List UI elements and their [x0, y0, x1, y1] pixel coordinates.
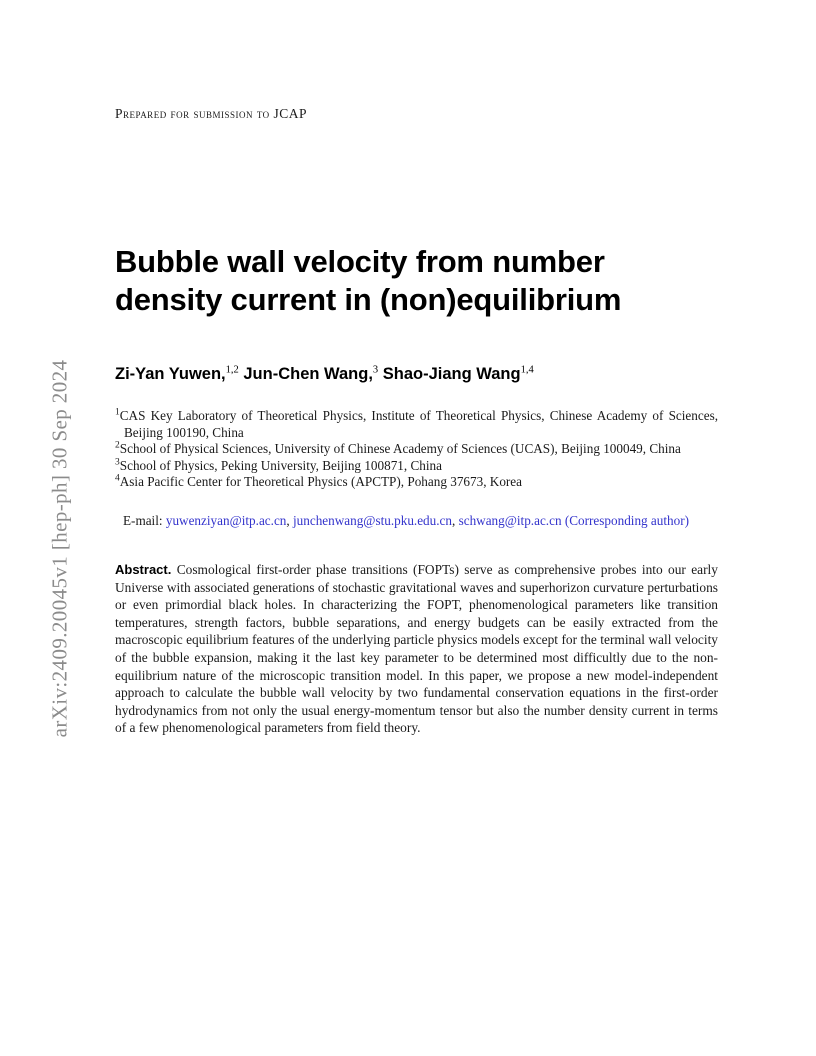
affiliation-text: Asia Pacific Center for Theoretical Phys…: [119, 474, 523, 490]
page-title: Bubble wall velocity from number density…: [115, 243, 715, 319]
author-name-2: Jun-Chen Wang,: [243, 365, 373, 383]
email-block: E-mail: yuwenziyan@itp.ac.cn, junchenwan…: [123, 512, 718, 530]
author-affil-marker-2: 3: [372, 364, 379, 376]
abstract-label: Abstract.: [115, 562, 172, 577]
journal-submission-header: Prepared for submission to JCAP: [115, 106, 308, 121]
affiliation-text: School of Physics, Peking University, Be…: [119, 457, 442, 473]
abstract-section: Abstract. Cosmological first-order phase…: [115, 561, 718, 737]
corresponding-author-note: (Corresponding author): [564, 513, 690, 528]
email-link-3[interactable]: schwang@itp.ac.cn: [458, 513, 562, 528]
author-name-3: Shao-Jiang Wang: [382, 365, 521, 383]
affiliation-list: 1CAS Key Laboratory of Theoretical Physi…: [115, 408, 718, 491]
affiliation-item: 1CAS Key Laboratory of Theoretical Physi…: [115, 408, 718, 441]
title-line-2: density current in (non)equilibrium: [115, 281, 622, 317]
arxiv-identifier-text: arXiv:2409.20045v1 [hep-ph] 30 Sep 2024: [47, 359, 72, 738]
author-list: Zi-Yan Yuwen,1,2 Jun-Chen Wang,3 Shao-Ji…: [115, 365, 718, 384]
affiliation-marker: 2: [115, 440, 120, 451]
email-link-1[interactable]: yuwenziyan@itp.ac.cn: [165, 513, 287, 528]
affiliation-text: School of Physical Sciences, University …: [119, 441, 681, 457]
abstract-body: Cosmological first-order phase transitio…: [115, 562, 718, 736]
affiliation-text: CAS Key Laboratory of Theoretical Physic…: [119, 408, 718, 440]
affiliation-item: 3School of Physics, Peking University, B…: [115, 458, 718, 475]
title-line-1: Bubble wall velocity from number: [115, 243, 605, 279]
affiliation-marker: 4: [115, 473, 120, 484]
affiliation-item: 2School of Physical Sciences, University…: [115, 441, 718, 458]
email-separator-1: ,: [286, 513, 293, 528]
affiliation-item: 4Asia Pacific Center for Theoretical Phy…: [115, 474, 718, 491]
affiliation-marker: 1: [115, 407, 120, 418]
affiliation-marker: 3: [115, 457, 120, 468]
paper-page: Prepared for submission to JCAP Bubble w…: [115, 0, 718, 1056]
author-affil-marker-3: 1,4: [520, 364, 534, 376]
email-link-2[interactable]: junchenwang@stu.pku.edu.cn: [292, 513, 452, 528]
author-affil-marker-1: 1,2: [225, 364, 239, 376]
author-name-1: Zi-Yan Yuwen,: [115, 365, 226, 383]
email-separator-2: ,: [452, 513, 459, 528]
arxiv-stamp: arXiv:2409.20045v1 [hep-ph] 30 Sep 2024: [0, 0, 72, 1056]
email-label: E-mail:: [123, 513, 163, 528]
